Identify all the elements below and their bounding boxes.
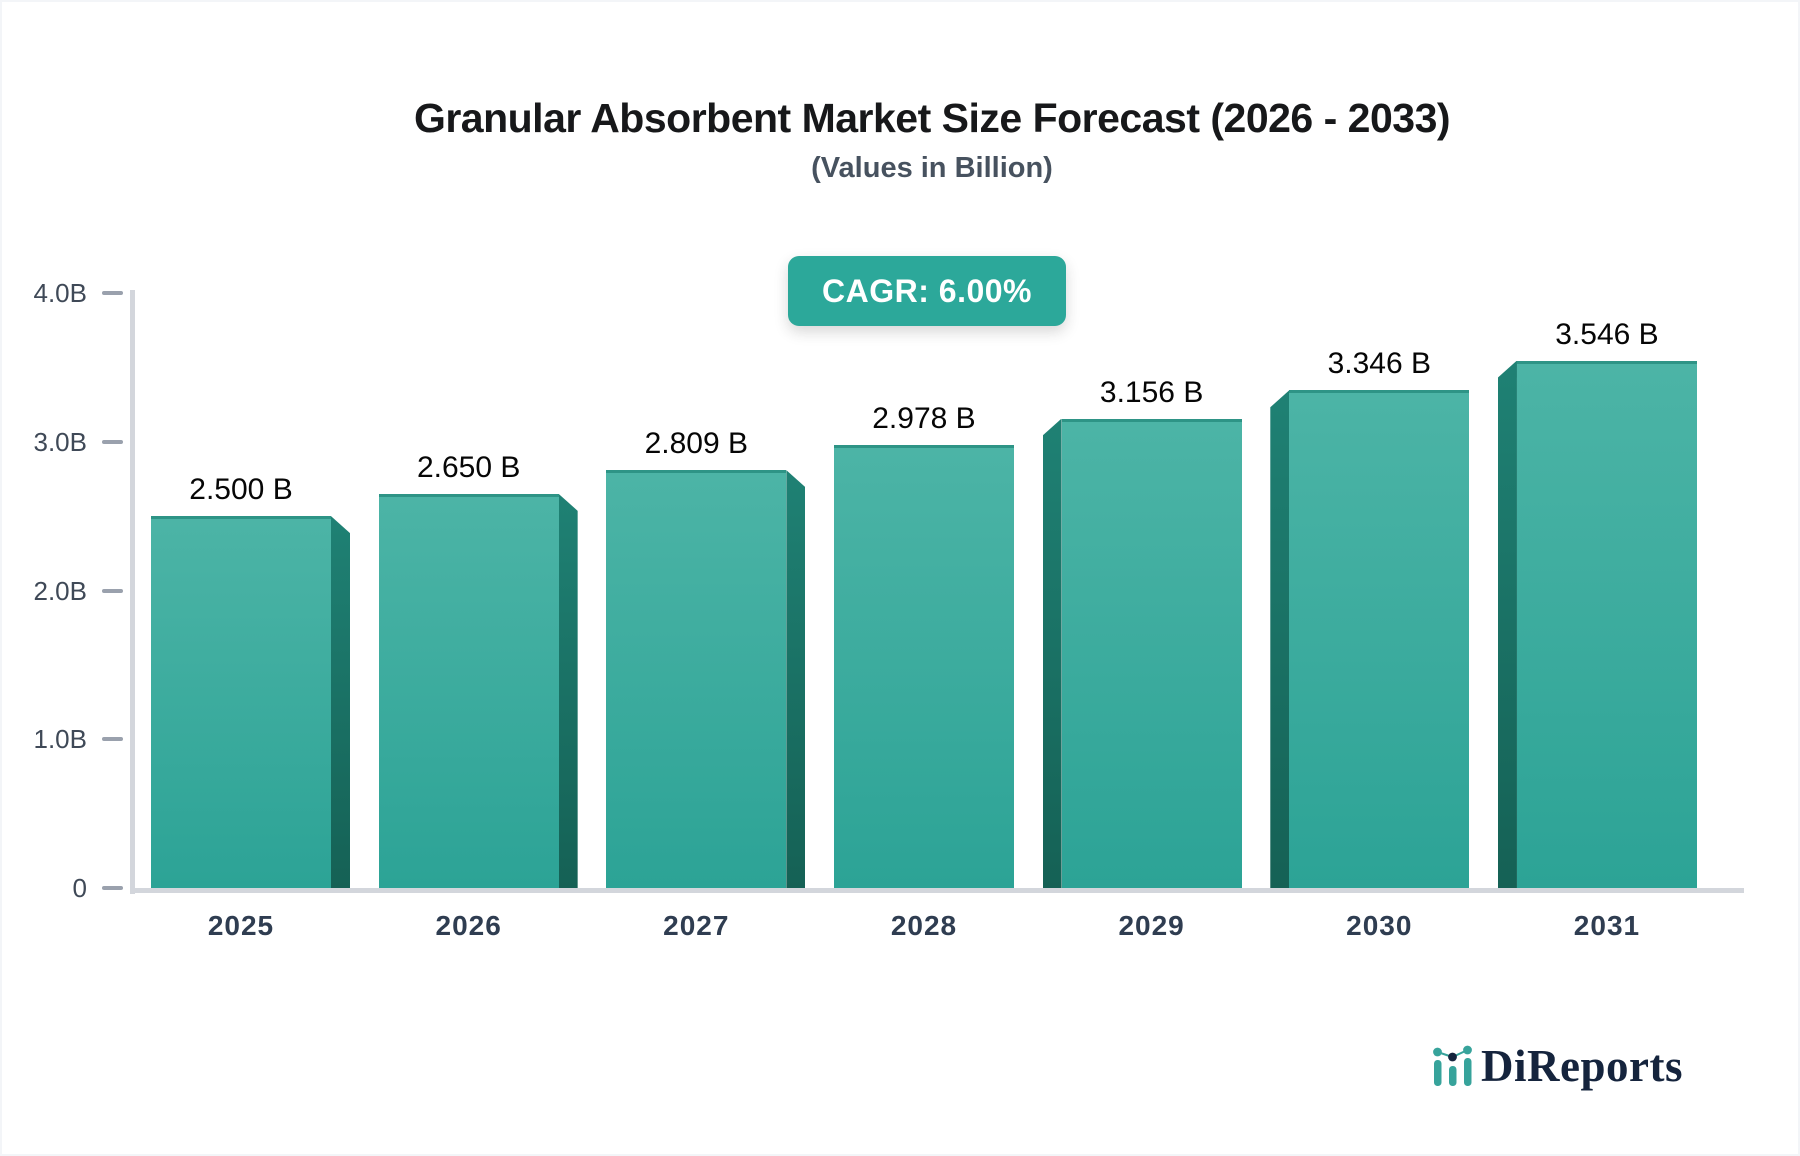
x-tick-label-2025: 2025 (207, 910, 275, 941)
x-tick-label-2027: 2027 (663, 910, 730, 941)
x-tick-label-2031: 2031 (1573, 910, 1641, 941)
bar-face (833, 445, 1014, 888)
bar-value-label: 2.809 B (644, 427, 749, 461)
x-axis-line (130, 888, 1744, 893)
bar-value-label: 2.978 B (872, 402, 976, 436)
y-axis-line (130, 290, 135, 894)
chart-subtitle: (Values in Billion) (811, 152, 1053, 184)
y-tick-label: 1.0B (33, 724, 88, 755)
logo-text: DiReports (1481, 1041, 1683, 1091)
bar-2031: 3.546 B (1497, 318, 1697, 888)
x-tick-label-2029: 2029 (1118, 910, 1185, 941)
x-tick-label-2030: 2030 (1346, 910, 1413, 941)
x-tick-label-2028: 2028 (890, 910, 958, 941)
bar-face (1516, 360, 1697, 888)
bar-side-shadow (558, 493, 578, 888)
bar-side-shadow (1042, 418, 1062, 888)
bar-face (606, 470, 787, 888)
cagr-badge: CAGR: 6.00% (788, 256, 1066, 326)
y-tick-label: 4.0B (33, 278, 88, 308)
brand-logo: DiReports (1432, 1038, 1683, 1094)
bar-value-label: 2.500 B (189, 473, 293, 507)
logo-bars-icon (1433, 1045, 1472, 1086)
y-tick-label: 3.0B (33, 426, 88, 457)
y-tick-label: 2.0B (33, 575, 88, 606)
y-tick-dash (102, 439, 123, 444)
bar-value-label: 2.650 B (416, 450, 521, 484)
y-tick-dash (102, 588, 123, 593)
y-tick-dash (102, 291, 123, 295)
bar-side-shadow (786, 470, 806, 888)
bar-2025: 2.500 B (151, 473, 350, 888)
bar-value-label: 3.346 B (1327, 347, 1431, 381)
bar-value-label: 3.546 B (1555, 317, 1659, 351)
bar-face (1289, 390, 1470, 888)
y-tick-dash (102, 886, 123, 890)
y-tick-dash (102, 737, 123, 742)
bar-side-shadow (1497, 360, 1517, 888)
chart-title: Granular Absorbent Market Size Forecast … (413, 95, 1451, 141)
bar-2029: 3.156 B (1042, 376, 1242, 888)
bar-face (151, 516, 331, 888)
bar-2028: 2.978 B (833, 402, 1014, 888)
bar-value-label: 3.156 B (1099, 375, 1204, 409)
x-tick-label-2026: 2026 (435, 910, 502, 941)
bar-2030: 3.346 B (1270, 347, 1470, 888)
bar-face (1061, 418, 1242, 888)
bar-2027: 2.809 B (606, 427, 806, 888)
bar-face (378, 493, 559, 888)
y-tick-label: 0 (72, 873, 87, 903)
bar-2026: 2.650 B (378, 451, 578, 888)
bar-side-shadow (331, 516, 350, 888)
bar-side-shadow (1270, 390, 1290, 888)
